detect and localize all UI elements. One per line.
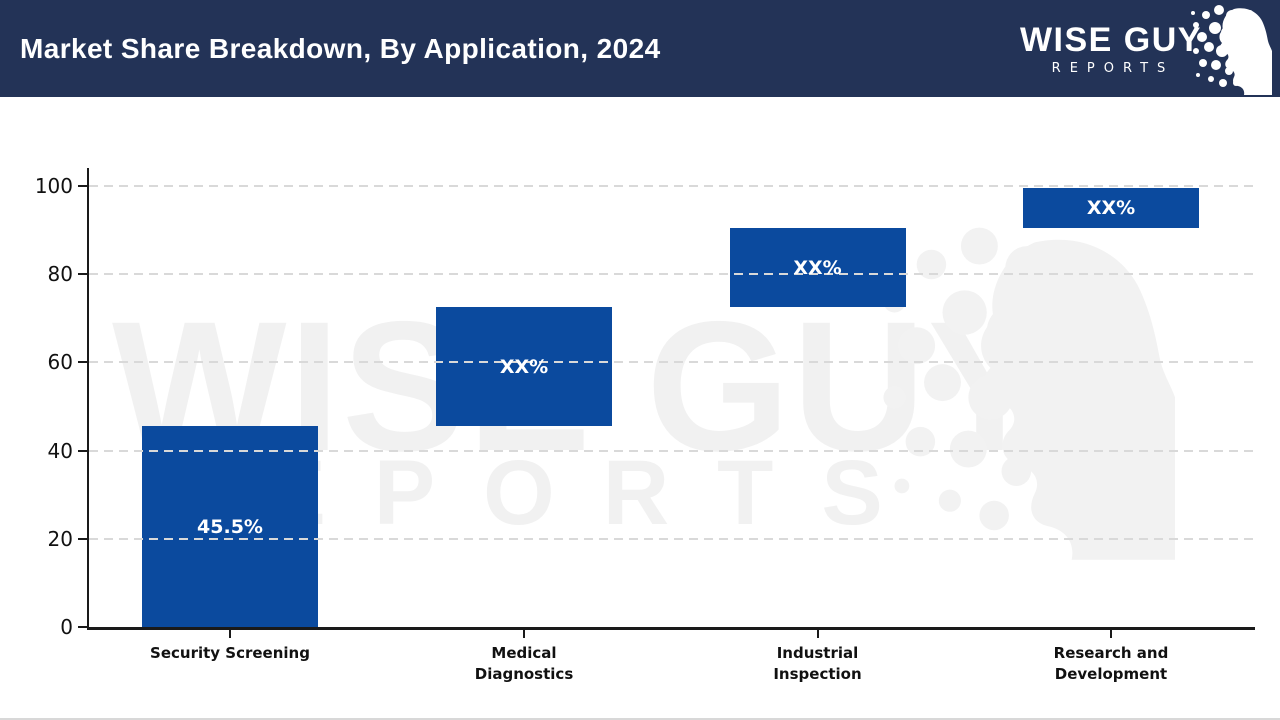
bar-industrial-inspection — [729, 227, 906, 308]
y-tick-mark — [78, 537, 87, 540]
logo-subtitle: REPORTS — [1051, 61, 1175, 76]
x-tick-label-line: Inspection — [773, 665, 862, 683]
x-tick-label: Medical Diagnostics — [404, 643, 644, 685]
x-tick-label: Industrial Inspection — [698, 643, 938, 685]
gridline-80 — [89, 273, 1255, 276]
y-tick-mark — [78, 449, 87, 452]
bar-value-label: XX% — [499, 355, 549, 378]
y-axis-line — [87, 168, 89, 629]
logo-head-icon — [1191, 4, 1272, 95]
gridline-40 — [89, 449, 1255, 452]
gridline-100 — [89, 185, 1255, 187]
bar-value-label: XX% — [793, 256, 842, 279]
y-tick-mark — [78, 273, 87, 276]
bar-value-label: 45.5% — [197, 515, 263, 538]
header-bar: Market Share Breakdown, By Application, … — [0, 0, 1280, 97]
x-tick-label-line: Security Screening — [150, 644, 310, 662]
x-tick-label-line: Diagnostics — [474, 665, 574, 683]
x-tick-label-line: Development — [1054, 665, 1168, 683]
bar-medical-diagnostics — [436, 307, 612, 427]
y-tick-label: 100 — [34, 174, 73, 198]
y-tick-label: 60 — [47, 350, 73, 375]
x-tick-label-line: Medical — [491, 644, 557, 662]
x-tick-mark — [229, 630, 231, 638]
x-tick-label: Research and Development — [991, 643, 1231, 685]
y-tick-mark — [78, 626, 87, 628]
y-tick-mark — [78, 361, 87, 364]
y-tick-label: 0 — [60, 615, 73, 639]
x-tick-mark — [1110, 630, 1112, 638]
x-axis-line — [87, 627, 1255, 630]
page-title: Market Share Breakdown, By Application, … — [20, 32, 661, 64]
waterfall-chart: 45.5% XX% XX% XX% 0 20 40 60 80 100 Security Scree… — [0, 97, 1280, 718]
y-tick-label: 80 — [47, 262, 73, 287]
gridline-60 — [89, 361, 1255, 364]
gridline-20 — [89, 537, 1255, 540]
x-tick-mark — [816, 630, 819, 638]
bar-value-label: XX% — [1086, 197, 1136, 220]
x-tick-label: Security Screening — [110, 643, 350, 664]
x-tick-label-line: Industrial — [776, 644, 859, 662]
bar-research-and-development — [1023, 188, 1199, 228]
bar-security-screening — [142, 426, 318, 627]
logo-title: WISE GUY — [1019, 21, 1202, 59]
y-tick-label: 40 — [47, 438, 73, 463]
x-tick-label-line: Research and — [1053, 644, 1169, 662]
wise-guy-reports-logo: WISE GUY REPORTS — [1020, 3, 1280, 95]
x-tick-mark — [523, 630, 525, 638]
bottom-divider — [0, 718, 1280, 720]
y-tick-label: 20 — [47, 526, 73, 551]
logo-text: WISE GUY REPORTS — [1020, 21, 1202, 76]
y-tick-mark — [78, 185, 87, 187]
